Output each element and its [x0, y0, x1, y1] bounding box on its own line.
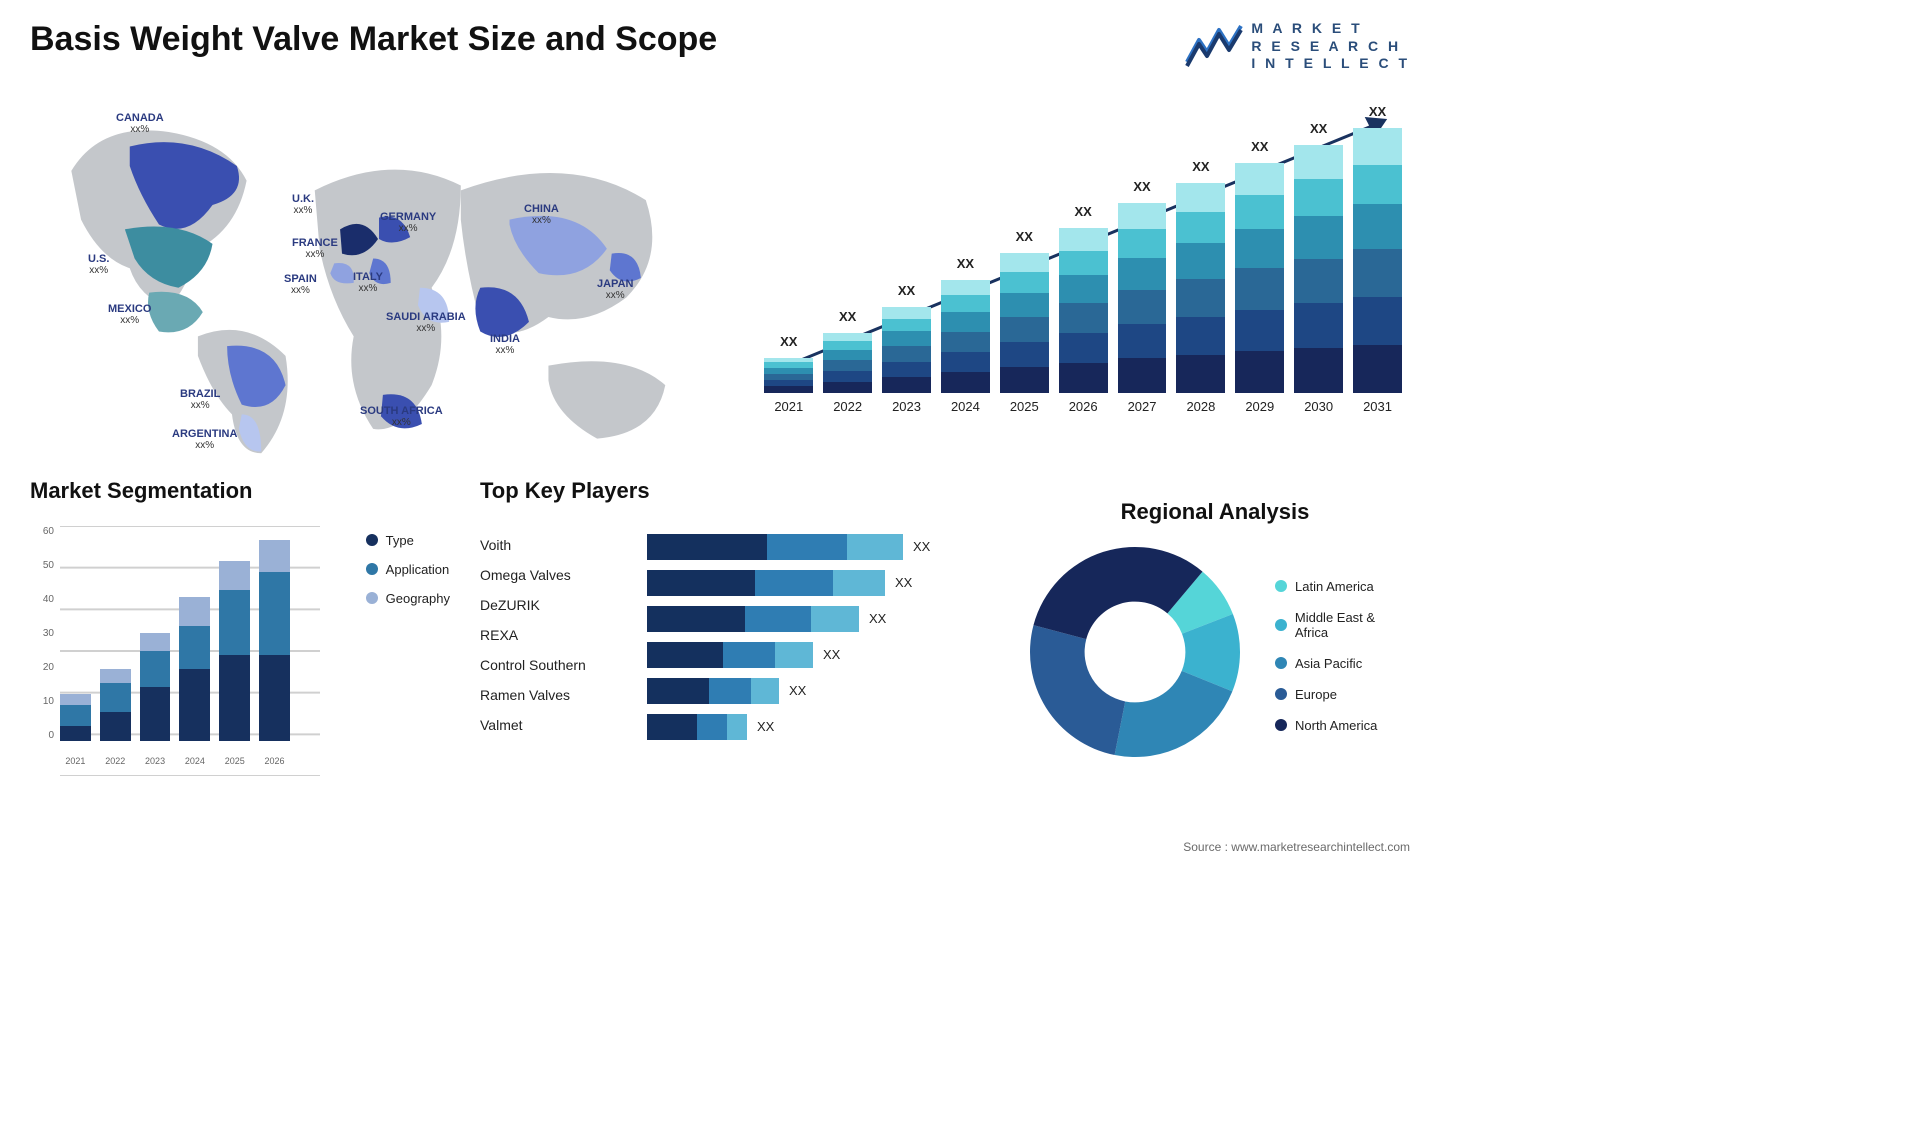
forecast-bar-2024: XX: [941, 280, 990, 393]
logo-line1: M A R K E T: [1251, 20, 1410, 38]
map-label-germany: GERMANYxx%: [380, 211, 436, 234]
map-label-u.k.: U.K.xx%: [292, 193, 314, 216]
map-label-saudi-arabia: SAUDI ARABIAxx%: [386, 311, 466, 334]
player-name-valmet: Valmet: [480, 710, 635, 740]
seg-bar-2022: [100, 669, 131, 741]
brand-logo: M A R K E T R E S E A R C H I N T E L L …: [1185, 20, 1410, 73]
donut-slice-north-america: [1033, 547, 1202, 639]
regional-donut: [1020, 537, 1250, 767]
seg-legend-type: Type: [366, 533, 450, 548]
seg-bar-2026: [259, 540, 290, 741]
region-legend-latin-america: Latin America: [1275, 579, 1410, 594]
map-label-brazil: BRAZILxx%: [180, 388, 220, 411]
forecast-bar-2023: XX: [882, 307, 931, 393]
world-map-panel: CANADAxx% U.S.xx% MEXICOxx% BRAZILxx% ARGENT…: [30, 83, 716, 463]
forecast-bar-2022: XX: [823, 333, 872, 393]
seg-bar-2023: [140, 633, 171, 740]
forecast-bar-2026: XX: [1059, 228, 1108, 393]
player-name-control-southern: Control Southern: [480, 650, 635, 680]
map-label-canada: CANADAxx%: [116, 112, 164, 135]
player-name-dezurik: DeZURIK: [480, 590, 635, 620]
player-bar-control-southern: XX: [647, 642, 990, 668]
player-bar-omega-valves: XX: [647, 534, 990, 560]
player-bar-dezurik: XX: [647, 570, 990, 596]
map-label-u.s.: U.S.xx%: [88, 253, 109, 276]
segmentation-legend: Type Application Geography: [366, 478, 450, 788]
key-players-title: Top Key Players: [480, 478, 990, 504]
region-legend-europe: Europe: [1275, 687, 1410, 702]
forecast-bar-2028: XX: [1176, 183, 1225, 393]
seg-legend-geography: Geography: [366, 591, 450, 606]
player-name-omega-valves: Omega Valves: [480, 560, 635, 590]
map-label-france: FRANCExx%: [292, 237, 338, 260]
logo-line3: I N T E L L E C T: [1251, 55, 1410, 73]
forecast-bar-2025: XX: [1000, 253, 1049, 393]
region-legend-north-america: North America: [1275, 718, 1410, 733]
forecast-bar-2027: XX: [1118, 203, 1167, 393]
seg-bar-2025: [219, 561, 250, 740]
player-bar-rexa: XX: [647, 606, 990, 632]
page-title: Basis Weight Valve Market Size and Scope: [30, 20, 717, 59]
seg-legend-application: Application: [366, 562, 450, 577]
player-bar-ramen-valves: XX: [647, 678, 990, 704]
map-label-china: CHINAxx%: [524, 203, 559, 226]
segmentation-panel: Market Segmentation 0102030405060 202120…: [30, 478, 450, 788]
regional-title: Regional Analysis: [1020, 499, 1410, 525]
map-label-japan: JAPANxx%: [597, 278, 633, 301]
region-legend-middle-east-africa: Middle East & Africa: [1275, 610, 1410, 640]
regional-panel: Regional Analysis Latin America Middle Ea…: [1020, 478, 1410, 788]
donut-slice-europe: [1030, 625, 1125, 755]
forecast-bar-2031: XX: [1353, 128, 1402, 393]
key-players-panel: Top Key Players VoithOmega ValvesDeZURIK…: [480, 478, 990, 788]
map-label-india: INDIAxx%: [490, 333, 520, 356]
segmentation-title: Market Segmentation: [30, 478, 348, 504]
player-name-rexa: REXA: [480, 620, 635, 650]
forecast-bar-2030: XX: [1294, 145, 1343, 393]
region-legend-asia-pacific: Asia Pacific: [1275, 656, 1410, 671]
map-label-argentina: ARGENTINAxx%: [172, 428, 237, 451]
forecast-bar-2029: XX: [1235, 163, 1284, 393]
map-label-south-africa: SOUTH AFRICAxx%: [360, 405, 443, 428]
map-label-spain: SPAINxx%: [284, 273, 317, 296]
map-label-italy: ITALYxx%: [353, 271, 383, 294]
seg-bar-2024: [179, 597, 210, 740]
player-bar-valmet: XX: [647, 714, 990, 740]
player-name-voith: Voith: [480, 530, 635, 560]
yearly-forecast-panel: XXXXXXXXXXXXXXXXXXXXXX 20212022202320242…: [756, 83, 1410, 463]
forecast-bar-2021: XX: [764, 358, 813, 393]
player-name-ramen-valves: Ramen Valves: [480, 680, 635, 710]
logo-line2: R E S E A R C H: [1251, 38, 1410, 56]
regional-legend: Latin America Middle East & Africa Asia Pa…: [1275, 571, 1410, 733]
map-label-mexico: MEXICOxx%: [108, 303, 151, 326]
source-citation: Source : www.marketresearchintellect.com: [1183, 840, 1410, 854]
seg-bar-2021: [60, 694, 91, 741]
